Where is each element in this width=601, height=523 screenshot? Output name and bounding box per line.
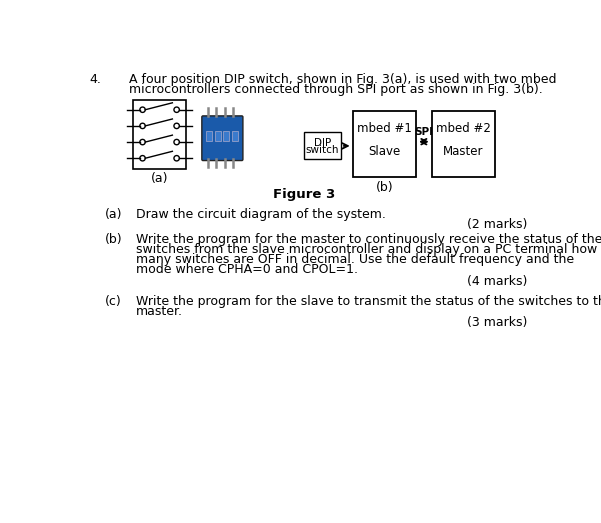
Bar (432, 111, 495, 177)
Text: (a): (a) (105, 208, 122, 221)
Text: (2 marks): (2 marks) (468, 218, 528, 231)
Text: mbed #2: mbed #2 (436, 122, 491, 135)
Text: (a): (a) (151, 172, 168, 185)
Text: mbed #1: mbed #1 (357, 122, 412, 135)
Text: Figure 3: Figure 3 (273, 188, 335, 201)
Text: Write the program for the master to continuously receive the status of the: Write the program for the master to cont… (136, 233, 601, 246)
Text: 4.: 4. (89, 73, 101, 86)
Text: A four position DIP switch, shown in Fig. 3(a), is used with two mbed: A four position DIP switch, shown in Fig… (129, 73, 557, 86)
Bar (353, 111, 416, 177)
Text: Write the program for the slave to transmit the status of the switches to the: Write the program for the slave to trans… (136, 294, 601, 308)
Text: many switches are OFF in decimal. Use the default frequency and the: many switches are OFF in decimal. Use th… (136, 253, 574, 266)
Text: (c): (c) (105, 294, 121, 308)
Text: switch: switch (305, 145, 339, 155)
Text: Master: Master (443, 145, 484, 158)
Bar (304, 132, 341, 160)
FancyBboxPatch shape (202, 116, 243, 161)
Text: Slave: Slave (368, 145, 400, 158)
Text: DIP: DIP (314, 138, 331, 148)
Bar (133, 100, 186, 169)
Bar (215, 131, 221, 141)
Text: SPI: SPI (414, 128, 433, 138)
Bar (231, 131, 238, 141)
Text: (4 marks): (4 marks) (468, 275, 528, 288)
Text: (3 marks): (3 marks) (468, 316, 528, 329)
Text: Draw the circuit diagram of the system.: Draw the circuit diagram of the system. (136, 208, 385, 221)
Text: switches from the slave microcontroller and display on a PC terminal how: switches from the slave microcontroller … (136, 243, 597, 256)
Bar (223, 131, 230, 141)
Text: master.: master. (136, 304, 183, 317)
Text: (b): (b) (105, 233, 122, 246)
Text: microcontrollers connected through SPI port as shown in Fig. 3(b).: microcontrollers connected through SPI p… (129, 83, 543, 96)
Bar (206, 131, 212, 141)
Text: mode where CPHA=0 and CPOL=1.: mode where CPHA=0 and CPOL=1. (136, 263, 358, 276)
Text: (b): (b) (376, 181, 393, 195)
